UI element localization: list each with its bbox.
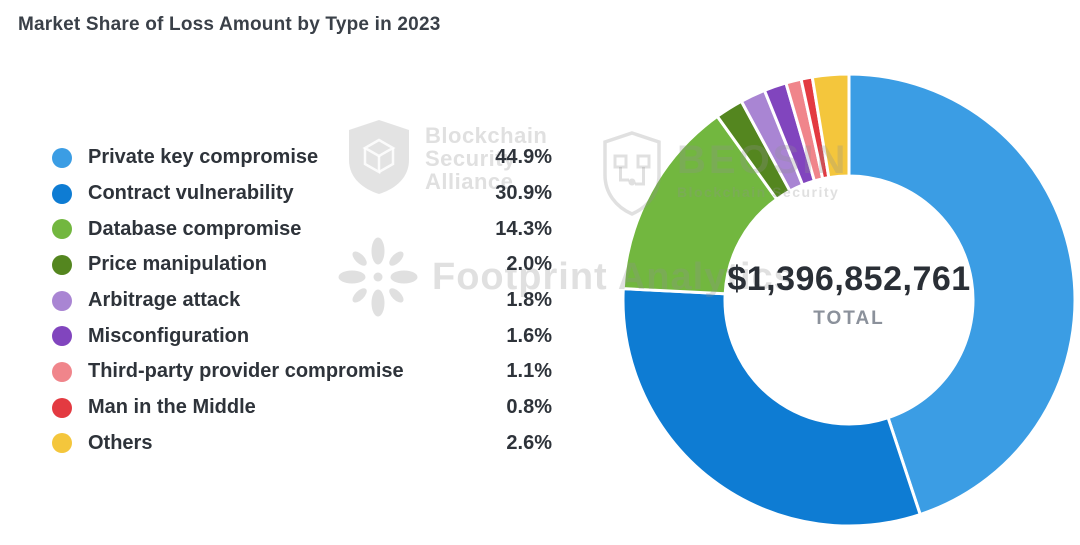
legend-swatch [52,147,72,168]
donut-slice-contract-vulnerability[interactable] [621,287,923,528]
legend-swatch [52,254,72,275]
legend-swatch [52,326,72,347]
legend-value: 1.6% [506,324,552,347]
chart-title: Market Share of Loss Amount by Type in 2… [18,14,441,35]
legend-value: 44.9% [495,146,552,169]
flower-center [373,272,383,282]
flower-petal [389,251,404,266]
legend-value: 14.3% [495,217,552,240]
watermark-beosin-subtitle: Blockchain Security [677,184,840,200]
shield-cube-icon [349,120,409,194]
watermark-bsa-line2: Security [425,146,516,171]
legend: Private key compromise 44.9% Contract vuln… [52,140,552,461]
legend-label: Others [88,431,153,454]
legend-label: Price manipulation [88,253,267,276]
donut-center-label: $1,396,852,761 TOTAL [699,260,999,330]
flower-petal [389,288,404,303]
watermark-bsa-text: Blockchain Security Alliance [425,118,547,196]
watermark-beosin-name: BEOSIN [677,138,849,182]
legend-value: 30.9% [495,182,552,205]
watermark-bsa-line3: Alliance [425,169,514,194]
donut-slice-private-key-compromise[interactable] [847,72,1077,517]
legend-swatch [52,433,72,454]
flower-petal [352,251,367,266]
watermark-beosin: BEOSIN Blockchain Security [601,130,848,218]
legend-label: Arbitrage attack [88,289,241,312]
legend-value: 0.8% [506,396,552,419]
legend-item[interactable]: Arbitrage attack 1.8% [52,283,552,319]
legend-swatch [52,397,72,418]
watermark-footprint-analytics: Footprint Analytics [336,230,796,324]
legend-label: Contract vulnerability [88,182,294,205]
legend-item[interactable]: Third-party provider compromise 1.1% [52,354,552,390]
legend-item[interactable]: Private key compromise 44.9% [52,140,552,176]
total-value: $1,396,852,761 [727,260,971,298]
flower-petal [338,270,366,284]
legend-swatch [52,290,72,311]
legend-label: Misconfiguration [88,324,250,347]
watermark-footprint-text: Footprint Analytics [432,255,796,298]
legend-swatch [52,361,72,382]
watermark-beosin-text: BEOSIN Blockchain Security [677,130,848,218]
legend-item[interactable]: Man in the Middle 0.8% [52,390,552,426]
flower-petal [371,289,385,317]
total-caption: TOTAL [813,308,885,329]
legend-label: Man in the Middle [88,396,256,419]
legend-item[interactable]: Price manipulation 2.0% [52,247,552,283]
flower-petal [390,270,418,284]
flower-petal [371,237,385,265]
flower-petal [352,288,367,303]
legend-value: 2.0% [506,253,552,276]
watermark-blockchain-security-alliance: Blockchain Security Alliance [343,118,547,196]
legend-label: Third-party provider compromise [88,360,404,383]
legend-item[interactable]: Database compromise 14.3% [52,211,552,247]
donut-slice-others[interactable] [810,72,851,180]
legend-value: 2.6% [506,431,552,454]
legend-swatch [52,183,72,204]
flower-icon [338,237,418,317]
legend-label: Private key compromise [88,146,319,169]
legend-item[interactable]: Others 2.6% [52,426,552,462]
legend-value: 1.8% [506,289,552,312]
legend-value: 1.1% [506,360,552,383]
legend-label: Database compromise [88,217,302,240]
shield-circuit-icon [603,131,661,216]
donut-chart [621,72,1077,528]
legend-item[interactable]: Contract vulnerability 30.9% [52,176,552,212]
legend-swatch [52,219,72,240]
watermark-bsa-line1: Blockchain [425,123,548,148]
legend-item[interactable]: Misconfiguration 1.6% [52,318,552,354]
